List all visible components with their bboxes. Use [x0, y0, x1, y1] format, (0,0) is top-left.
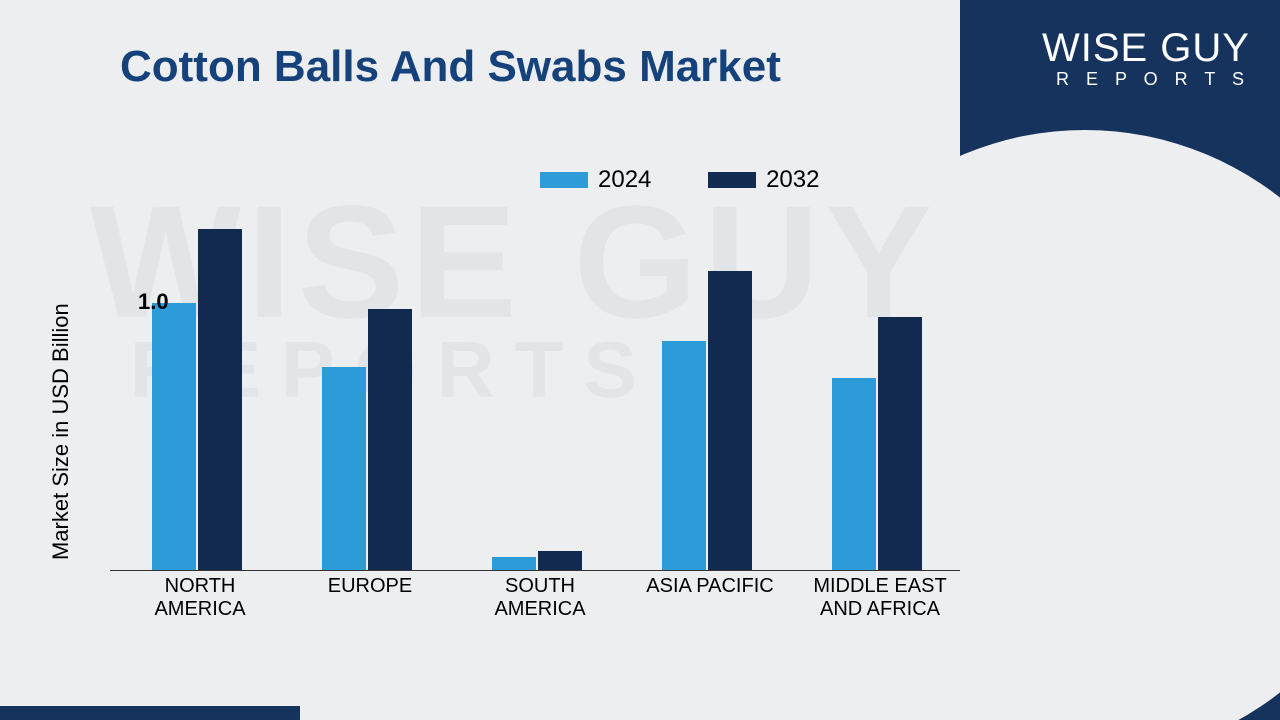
footer-accent-bar — [0, 706, 300, 720]
x-axis-label: ASIA PACIFIC — [640, 575, 780, 598]
y-axis-label: Market Size in USD Billion — [48, 303, 74, 560]
bar-series-b — [708, 271, 752, 570]
bar-series-b — [198, 229, 242, 570]
logo-line2: R E P O R T S — [1042, 70, 1250, 88]
page: WISE GUY R E P O R T S Cotton Balls And … — [0, 0, 1280, 720]
bar-series-b — [538, 551, 582, 570]
plot-area: NORTH AMERICAEUROPESOUTH AMERICAASIA PAC… — [110, 170, 960, 571]
bar-series-a — [152, 303, 196, 570]
bar-series-b — [368, 309, 412, 570]
brand-logo: WISE GUY R E P O R T S — [1042, 28, 1250, 88]
x-axis-label: EUROPE — [300, 575, 440, 598]
bar-series-a — [662, 341, 706, 570]
x-axis-label: SOUTH AMERICA — [470, 575, 610, 621]
x-axis-label: MIDDLE EAST AND AFRICA — [810, 575, 950, 621]
bar-series-a — [832, 378, 876, 570]
bar-series-a — [492, 557, 536, 570]
y-tick: 1.0 — [138, 289, 198, 315]
logo-line1: WISE GUY — [1042, 28, 1250, 68]
bar-series-a — [322, 367, 366, 570]
chart-title: Cotton Balls And Swabs Market — [120, 42, 781, 92]
x-axis-label: NORTH AMERICA — [130, 575, 270, 621]
bar-series-b — [878, 317, 922, 570]
